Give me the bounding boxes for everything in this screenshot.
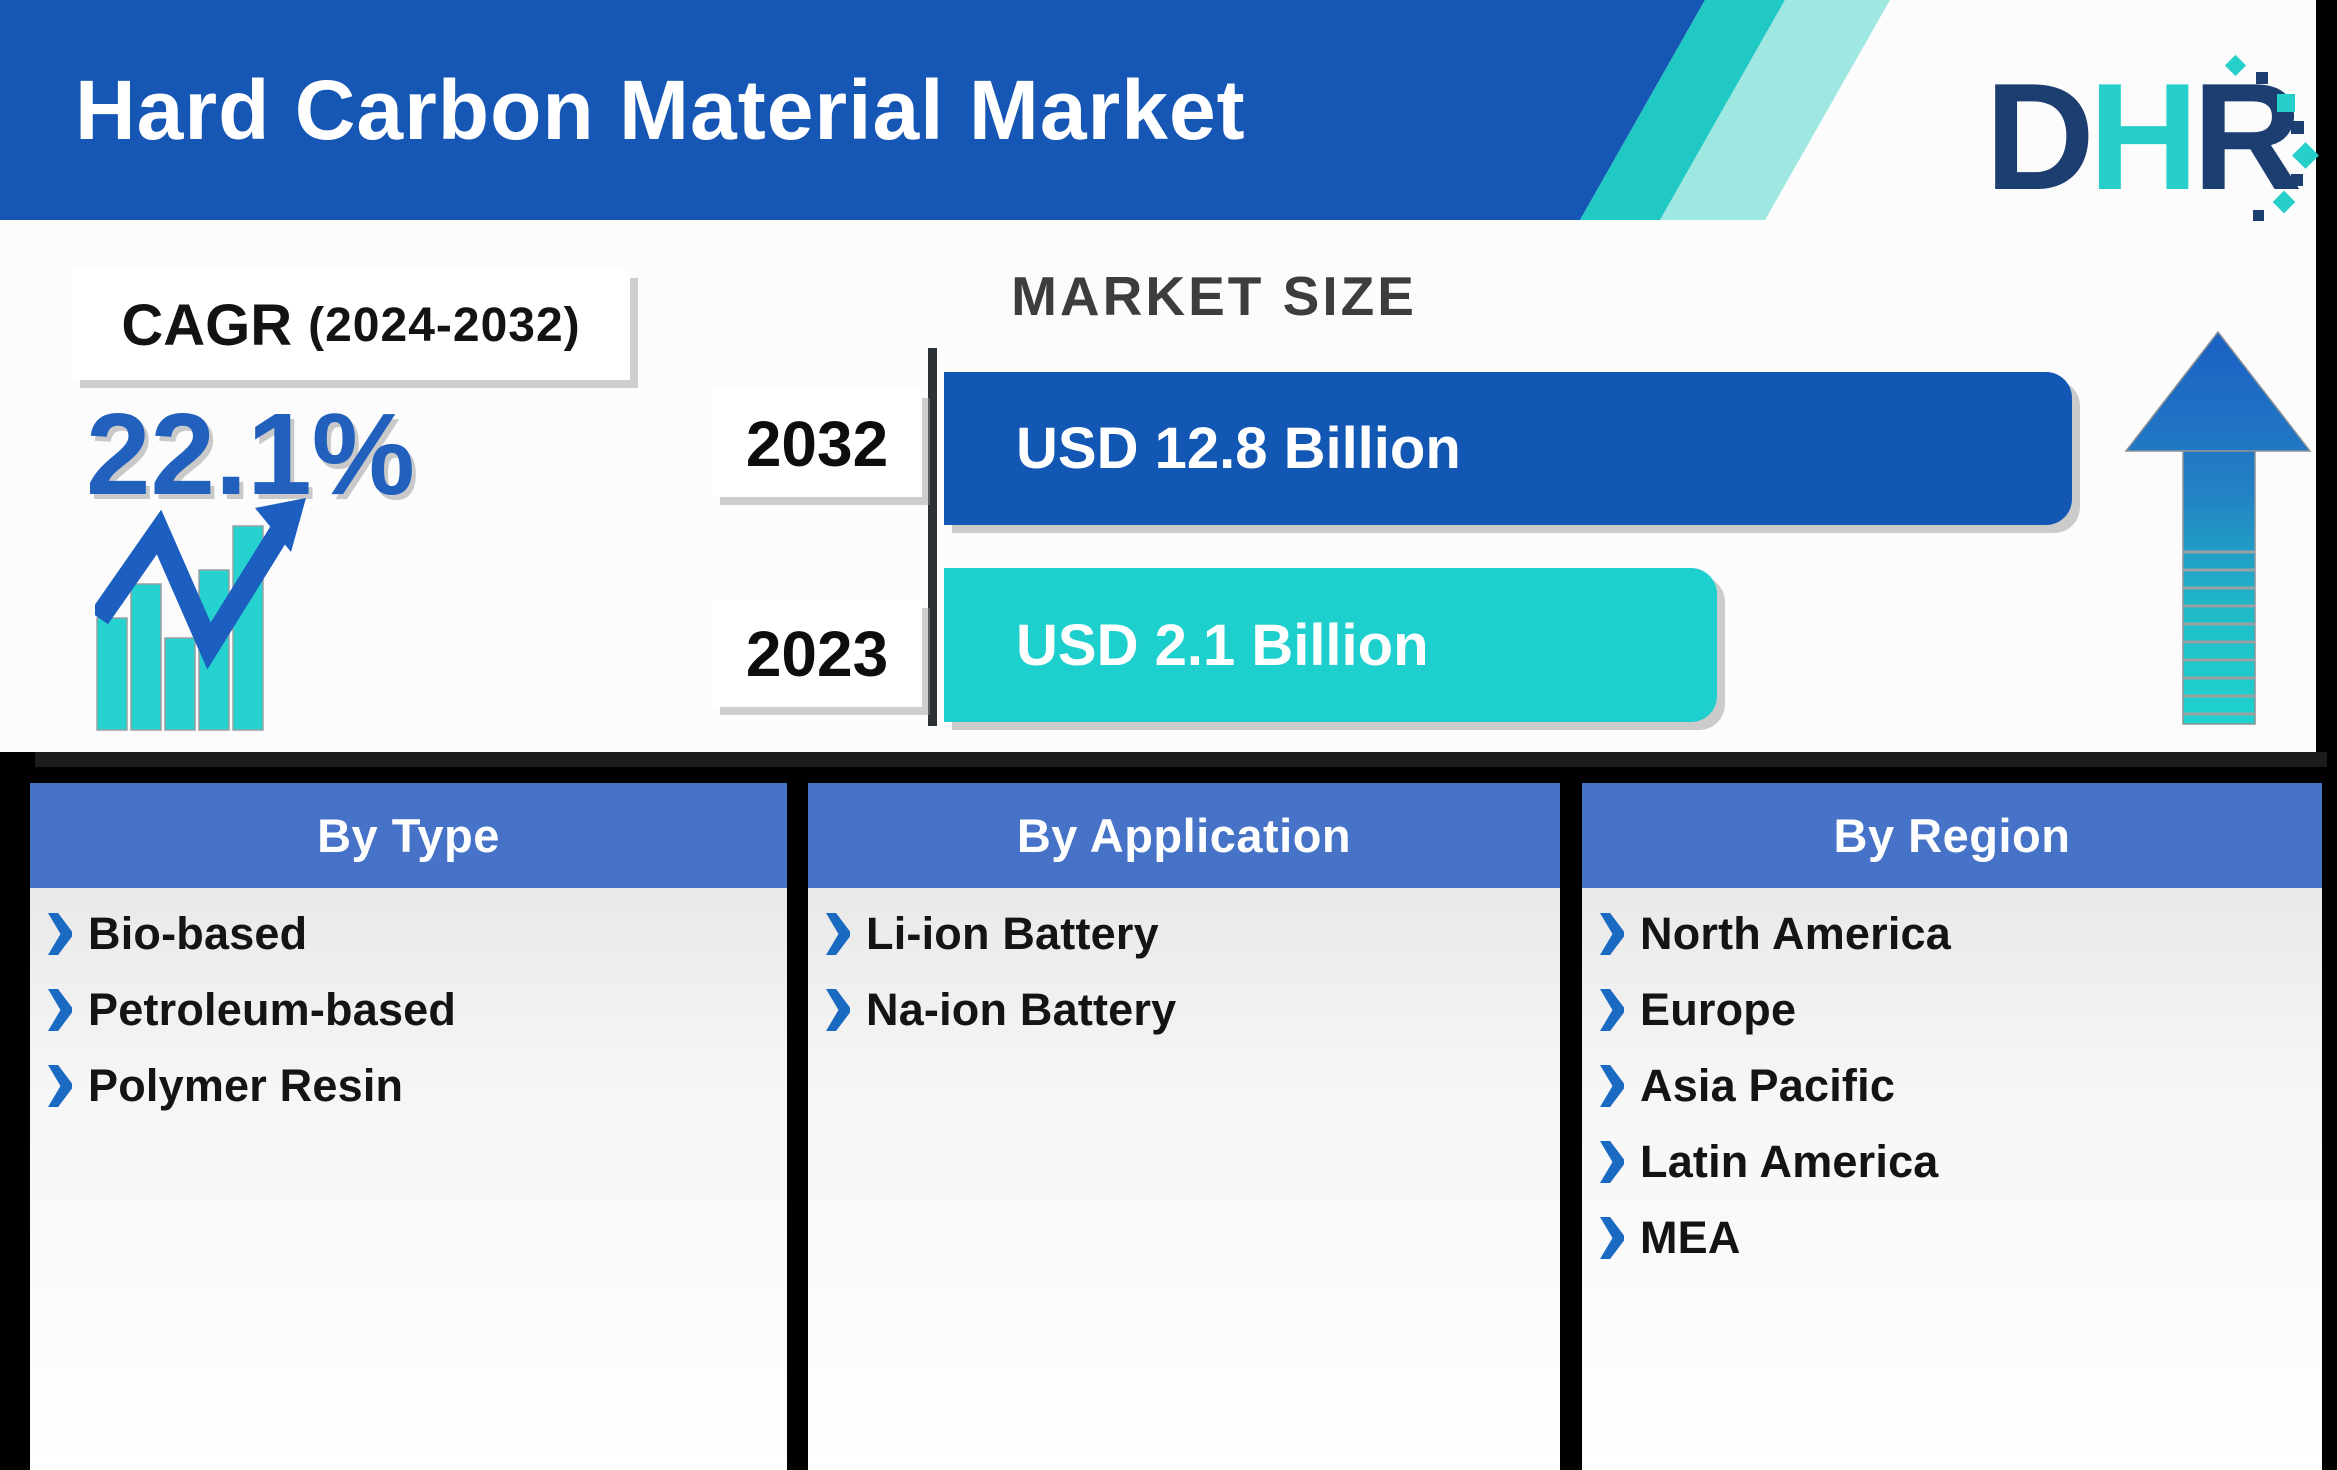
chevron-right-icon — [48, 1065, 72, 1107]
chevron-right-icon — [826, 913, 850, 955]
logo-letter-h: H — [2088, 52, 2199, 222]
cagr-value: 22.1% — [86, 389, 415, 519]
list-item: Na-ion Battery — [826, 972, 1560, 1048]
dhr-logo-letters: DHR — [1985, 58, 2330, 216]
top-panel: Hard Carbon Material Market DHR CAGR (20… — [0, 0, 2319, 752]
card-body-by-application: Li-ion Battery Na-ion Battery — [808, 888, 1560, 1470]
item-label: Asia Pacific — [1640, 1060, 1896, 1111]
chevron-right-icon — [1600, 989, 1624, 1031]
cagr-range: (2024-2032) — [308, 298, 581, 352]
chevron-right-icon — [48, 913, 72, 955]
logo-letter-d: D — [1985, 52, 2095, 222]
section-divider — [35, 752, 2327, 767]
market-size-value-2032: USD 12.8 Billion — [1016, 416, 1461, 481]
up-arrow-icon — [2124, 330, 2312, 725]
logo-dot — [2256, 72, 2268, 84]
market-size-value-2023: USD 2.1 Billion — [1016, 612, 1429, 678]
market-size-title: MARKET SIZE — [1011, 265, 1417, 327]
list-item: MEA — [1600, 1200, 2322, 1276]
list-item: Latin America — [1600, 1124, 2322, 1200]
chevron-right-icon — [1600, 913, 1624, 955]
item-label: Na-ion Battery — [866, 984, 1177, 1035]
page-title: Hard Carbon Material Market — [75, 62, 1246, 157]
logo-dot — [2253, 210, 2264, 221]
card-body-by-type: Bio-based Petroleum-based Polymer Resin — [30, 888, 787, 1470]
header-banner: Hard Carbon Material Market — [0, 0, 1705, 220]
card-header-by-application: By Application — [808, 783, 1560, 888]
chevron-right-icon — [1600, 1217, 1624, 1259]
year-label-2023: 2023 — [712, 600, 922, 707]
list-item: Europe — [1600, 972, 2322, 1048]
card-by-type: By Type Bio-based Petroleum-based Polyme… — [30, 783, 787, 1470]
card-by-application: By Application Li-ion Battery Na-ion Bat… — [808, 783, 1560, 1470]
card-header-by-region: By Region — [1582, 783, 2322, 888]
chevron-right-icon — [1600, 1141, 1624, 1183]
cagr-box: CAGR (2024-2032) — [72, 270, 630, 380]
card-body-by-region: North America Europe Asia Pacific Latin … — [1582, 888, 2322, 1470]
list-item: Petroleum-based — [48, 972, 787, 1048]
bar-axis-line — [928, 348, 937, 726]
list-item: Polymer Resin — [48, 1048, 787, 1124]
item-label: Bio-based — [88, 908, 308, 959]
card-by-region: By Region North America Europe Asia Paci… — [1582, 783, 2322, 1470]
card-header-by-type: By Type — [30, 783, 787, 888]
cagr-label: CAGR — [121, 292, 293, 358]
item-label: Europe — [1640, 984, 1797, 1035]
list-item: Asia Pacific — [1600, 1048, 2322, 1124]
list-item: North America — [1600, 896, 2322, 972]
market-size-bar-2023: USD 2.1 Billion — [944, 568, 1717, 722]
item-label: Li-ion Battery — [866, 908, 1159, 959]
item-label: Polymer Resin — [88, 1060, 404, 1111]
item-label: Petroleum-based — [88, 984, 457, 1035]
dhr-logo: DHR — [1985, 54, 2330, 223]
list-item: Li-ion Battery — [826, 896, 1560, 972]
logo-dot — [2291, 174, 2303, 186]
logo-dot — [2291, 121, 2304, 134]
item-label: North America — [1640, 908, 1952, 959]
list-item: Bio-based — [48, 896, 787, 972]
chevron-right-icon — [1600, 1065, 1624, 1107]
item-label: MEA — [1640, 1212, 1741, 1263]
logo-letter-r: R — [2192, 52, 2303, 222]
item-label: Latin America — [1640, 1136, 1939, 1187]
chevron-right-icon — [48, 989, 72, 1031]
growth-chart-icon — [95, 498, 306, 731]
market-size-bar-2032: USD 12.8 Billion — [944, 372, 2072, 525]
chevron-right-icon — [826, 989, 850, 1031]
logo-dot — [2277, 94, 2295, 112]
year-label-2032: 2032 — [712, 390, 922, 497]
